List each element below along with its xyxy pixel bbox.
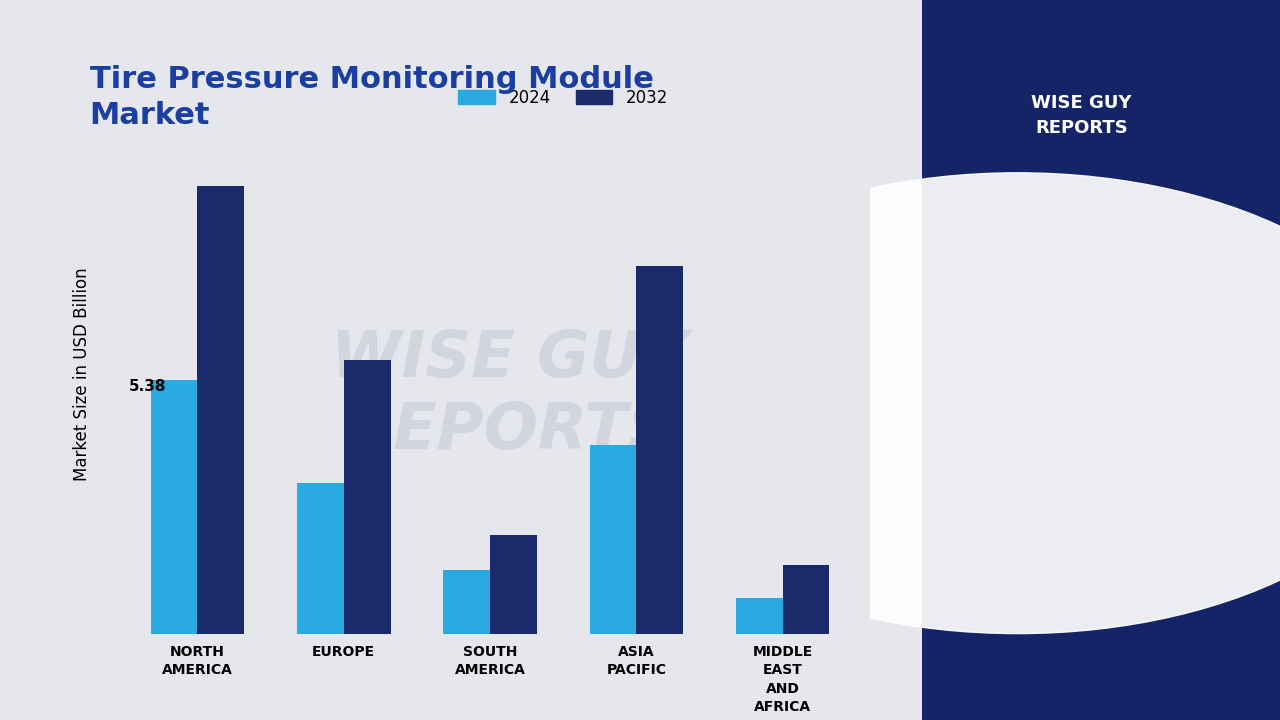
Text: Tire Pressure Monitoring Module
Market: Tire Pressure Monitoring Module Market (90, 65, 654, 130)
Bar (197, 186, 244, 634)
Bar (344, 360, 390, 634)
Text: WISE GUY
REPORTS: WISE GUY REPORTS (332, 328, 687, 462)
Bar (151, 380, 197, 634)
Bar (443, 570, 490, 634)
Text: WISE GUY
REPORTS: WISE GUY REPORTS (1032, 94, 1132, 137)
Bar (297, 483, 344, 634)
Bar (736, 598, 782, 634)
Y-axis label: Market Size in USD Billion: Market Size in USD Billion (73, 268, 91, 481)
Text: 5.38: 5.38 (129, 379, 166, 394)
Bar (636, 266, 684, 634)
Bar (590, 445, 636, 634)
Legend: 2024, 2032: 2024, 2032 (452, 82, 675, 113)
Bar (782, 565, 829, 634)
Bar (490, 535, 536, 634)
